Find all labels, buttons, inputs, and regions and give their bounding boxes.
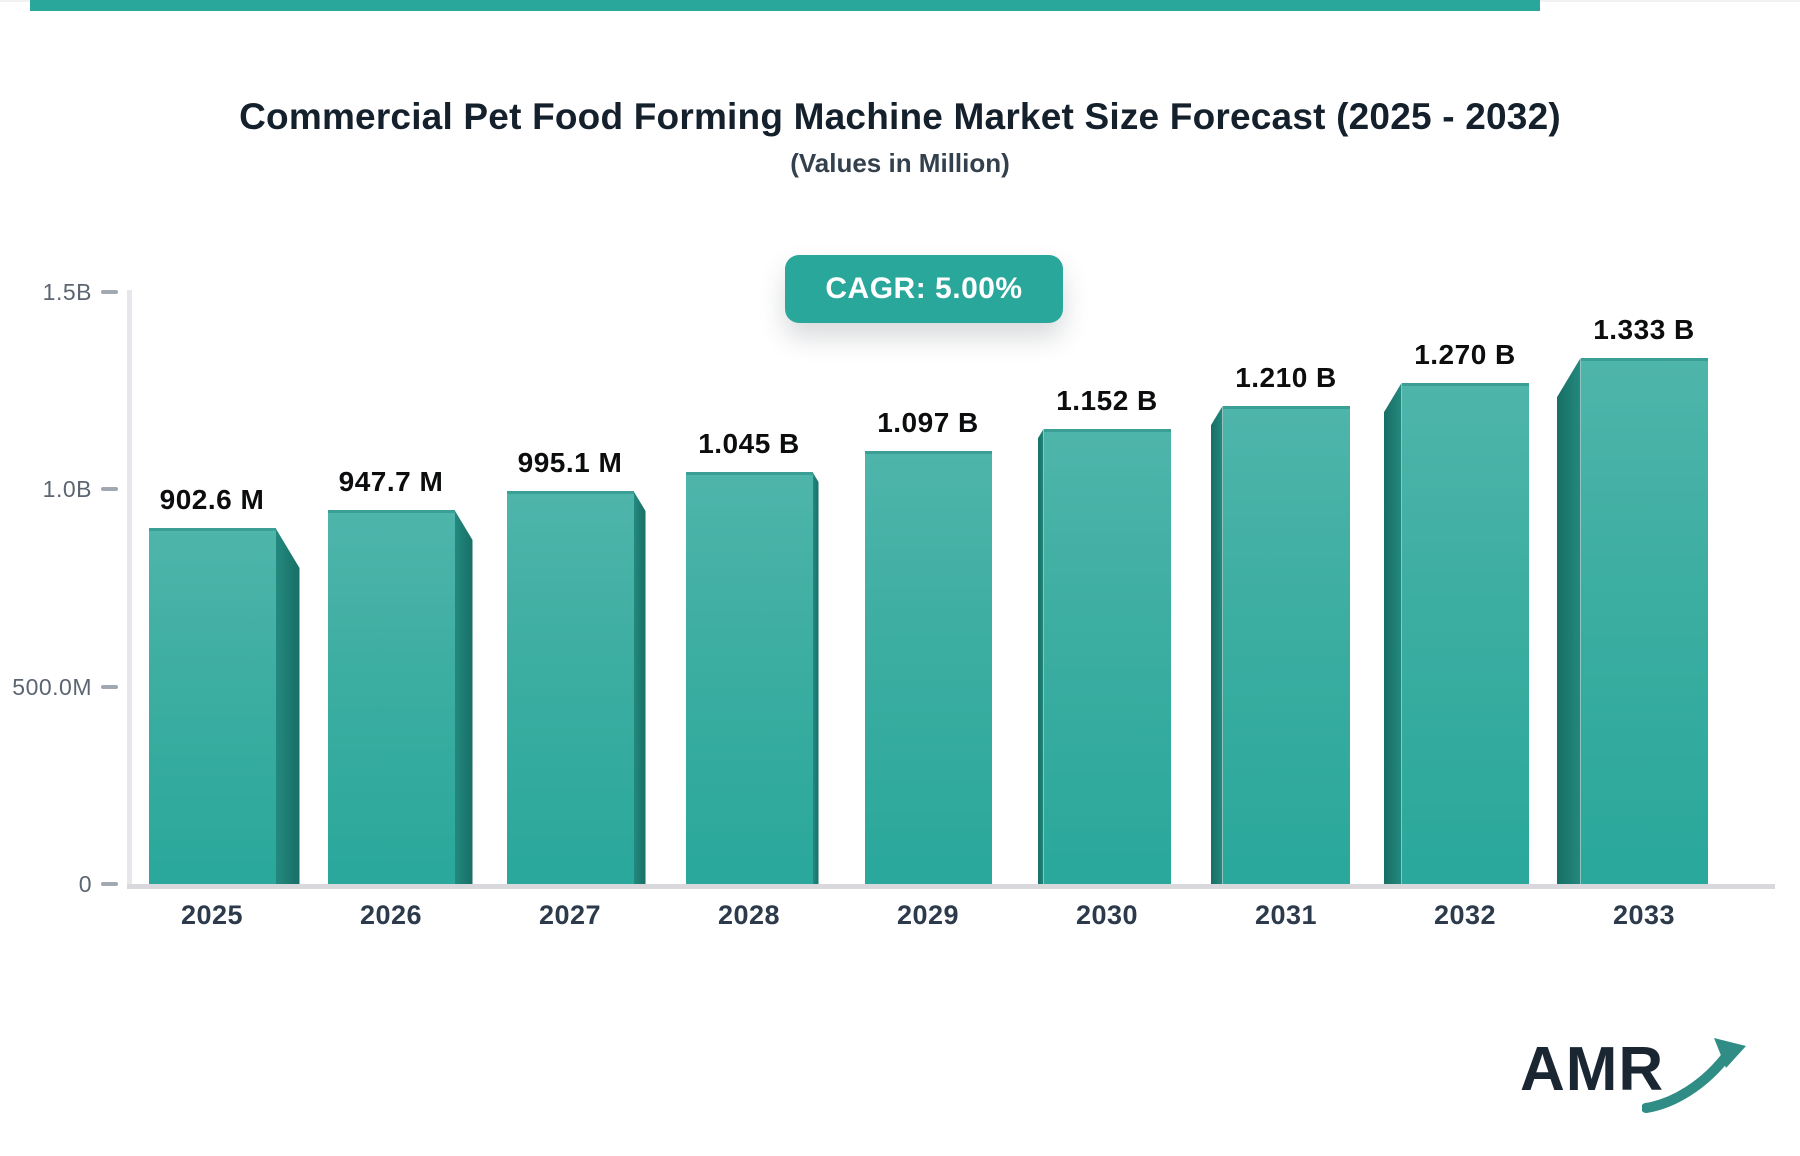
bar-value-label: 1.152 B xyxy=(1056,385,1158,416)
bar-2026 xyxy=(327,510,473,884)
bar-face xyxy=(1043,429,1171,884)
bar-face xyxy=(1222,406,1350,884)
x-axis-label-2033: 2033 xyxy=(1612,900,1676,930)
y-axis-tick-label: 0 xyxy=(78,871,92,897)
bar-value-label: 1.097 B xyxy=(877,407,979,438)
amr-logo: AMR xyxy=(1520,1024,1750,1120)
x-axis-label-2031: 2031 xyxy=(1254,900,1318,930)
bar-2033 xyxy=(1556,358,1708,884)
bar-side-face xyxy=(1037,429,1044,884)
bar-face xyxy=(1401,383,1529,884)
x-axis-label-2029: 2029 xyxy=(896,900,960,930)
bar-face xyxy=(685,472,813,884)
bar-2030 xyxy=(1037,429,1171,884)
cagr-badge: CAGR: 5.00% xyxy=(785,255,1063,323)
y-axis-tick xyxy=(101,882,118,886)
bar-value-label: 1.270 B xyxy=(1414,339,1516,370)
bar-face xyxy=(327,510,455,884)
bar-2032 xyxy=(1383,383,1529,884)
bar-side-face xyxy=(1210,406,1223,884)
bar-side-face xyxy=(1383,383,1402,884)
page-subtitle: (Values in Million) xyxy=(790,148,1010,178)
bar-face xyxy=(506,491,634,884)
cagr-badge-label: CAGR: 5.00% xyxy=(825,272,1023,305)
bar-2028 xyxy=(685,472,819,884)
bar-side-face xyxy=(454,510,473,884)
y-axis-tick-label: 500.0M xyxy=(12,673,92,700)
bar-side-face xyxy=(1556,358,1581,884)
x-axis-label-2025: 2025 xyxy=(180,900,244,930)
bar-value-label: 1.210 B xyxy=(1235,362,1337,393)
bar-2031 xyxy=(1210,406,1350,884)
x-axis-baseline xyxy=(127,884,1775,889)
y-axis-tick-label: 1.5B xyxy=(42,279,92,305)
y-axis-tick xyxy=(101,684,118,689)
bar-value-label: 1.333 B xyxy=(1593,314,1695,345)
growth-arrow-icon xyxy=(1642,1038,1746,1113)
amr-logo-text: AMR xyxy=(1520,1035,1665,1104)
bar-side-face xyxy=(275,528,300,884)
bar-value-label: 1.045 B xyxy=(698,428,800,459)
bar-face xyxy=(148,528,276,884)
bar-face xyxy=(864,451,992,884)
bar-value-label: 902.6 M xyxy=(159,484,265,515)
x-axis-label-2030: 2030 xyxy=(1075,900,1139,930)
y-axis-tick xyxy=(101,487,118,492)
page-title: Commercial Pet Food Forming Machine Mark… xyxy=(239,96,1561,137)
y-axis-tick-label: 1.0B xyxy=(42,476,92,503)
bar-value-label: 947.7 M xyxy=(338,466,444,497)
y-axis-tick xyxy=(101,290,118,294)
bar-side-face xyxy=(633,491,646,884)
x-axis-label-2026: 2026 xyxy=(359,900,423,930)
bar-value-label: 995.1 M xyxy=(517,447,623,478)
bar-2029 xyxy=(864,451,992,884)
x-axis-label-2032: 2032 xyxy=(1433,900,1497,930)
x-axis-label-2028: 2028 xyxy=(717,900,781,930)
bar-2025 xyxy=(148,528,300,884)
bar-face xyxy=(1580,358,1708,884)
x-axis-label-2027: 2027 xyxy=(538,900,602,930)
y-axis-line xyxy=(127,290,132,886)
bar-2027 xyxy=(506,491,646,884)
top-accent-bar xyxy=(30,0,1540,11)
bar-side-face xyxy=(812,472,819,884)
